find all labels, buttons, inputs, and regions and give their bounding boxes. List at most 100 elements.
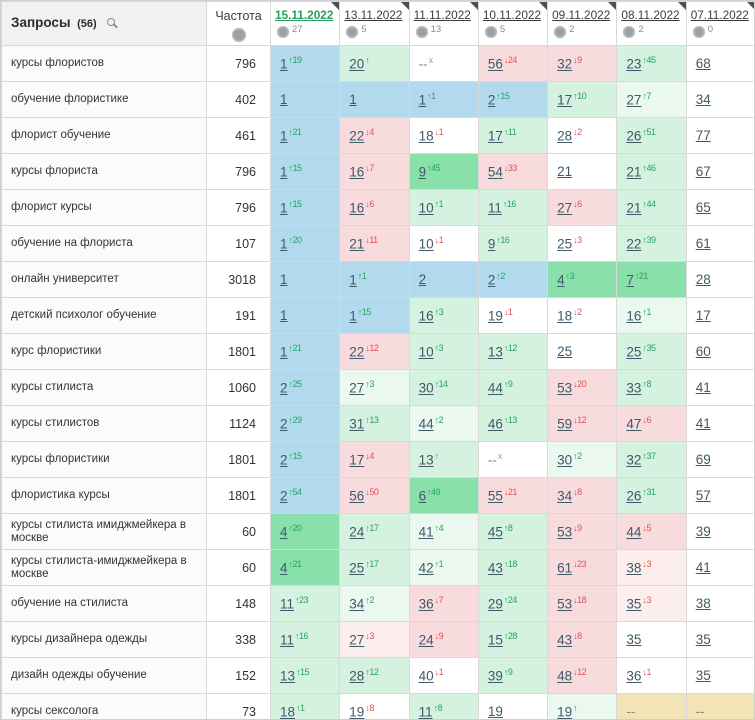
position-cell[interactable]: 11↑16: [269, 621, 341, 658]
position-value[interactable]: 40: [418, 668, 434, 684]
position-value[interactable]: 35: [695, 668, 711, 683]
position-value[interactable]: 47: [626, 416, 642, 432]
position-cell[interactable]: 2↑15: [477, 81, 549, 118]
position-value[interactable]: 32: [626, 452, 642, 468]
position-value[interactable]: 19: [487, 308, 503, 324]
query-cell[interactable]: детский психолог обучение: [1, 297, 207, 334]
position-value[interactable]: 16: [349, 164, 365, 180]
position-value[interactable]: 16: [418, 308, 434, 324]
position-cell[interactable]: 2↑54: [269, 477, 341, 514]
position-value[interactable]: 17: [695, 308, 711, 323]
position-cell[interactable]: 35↓3: [616, 585, 687, 622]
position-cell[interactable]: 60: [685, 333, 754, 370]
position-value[interactable]: 17: [557, 92, 573, 108]
position-value[interactable]: 1: [418, 92, 427, 108]
position-value[interactable]: 4: [280, 560, 288, 576]
position-cell[interactable]: 1↑15: [339, 297, 410, 334]
position-value[interactable]: 1: [280, 128, 288, 144]
position-value[interactable]: 1: [349, 272, 357, 288]
position-cell[interactable]: 28↓2: [547, 117, 618, 154]
position-cell[interactable]: 19: [477, 693, 549, 719]
position-value[interactable]: 55: [487, 488, 503, 504]
position-value[interactable]: 19: [349, 704, 365, 720]
position-value[interactable]: 1: [280, 164, 288, 180]
position-value[interactable]: 25: [557, 344, 573, 359]
position-value[interactable]: 2: [280, 488, 288, 504]
position-value[interactable]: 19: [557, 704, 573, 720]
position-value[interactable]: 1: [280, 200, 288, 216]
position-value[interactable]: 57: [695, 488, 711, 503]
position-cell[interactable]: 2: [408, 261, 479, 298]
position-value[interactable]: 16: [626, 308, 642, 324]
position-cell[interactable]: 53↓20: [547, 369, 618, 406]
column-header-date[interactable]: 09.11.2022 2: [547, 1, 618, 46]
position-value[interactable]: 28: [557, 128, 573, 144]
position-value[interactable]: 23: [626, 56, 642, 72]
position-cell[interactable]: 68: [685, 45, 754, 82]
position-value[interactable]: 18: [280, 704, 296, 720]
position-cell[interactable]: 19↑: [547, 693, 618, 720]
position-value[interactable]: 21: [626, 164, 642, 180]
position-value[interactable]: 21: [626, 200, 642, 216]
position-cell[interactable]: 23↑45: [616, 45, 687, 82]
query-cell[interactable]: флорист обучение: [1, 117, 207, 154]
position-cell[interactable]: 1↑19: [269, 45, 341, 82]
position-value[interactable]: 48: [557, 668, 573, 684]
position-cell[interactable]: 42↑1: [408, 549, 479, 586]
position-cell[interactable]: 1↑1: [339, 261, 410, 298]
position-value[interactable]: 2: [280, 380, 288, 396]
position-value[interactable]: 61: [557, 560, 573, 576]
position-cell[interactable]: 34↓8: [547, 477, 618, 514]
position-cell[interactable]: 56↓24: [477, 45, 549, 82]
query-cell[interactable]: курсы стилистов: [1, 405, 207, 442]
position-cell[interactable]: 24↓9: [408, 621, 479, 658]
position-cell[interactable]: 30↑14: [408, 369, 479, 406]
position-cell[interactable]: 61: [685, 225, 754, 262]
position-cell[interactable]: 53↓9: [547, 513, 618, 550]
position-cell[interactable]: 35: [685, 621, 754, 658]
position-value[interactable]: 41: [695, 560, 711, 575]
position-cell[interactable]: 26↑31: [616, 477, 687, 514]
position-cell[interactable]: 25↓3: [547, 225, 618, 262]
date-link[interactable]: 09.11.2022: [552, 8, 611, 22]
position-cell[interactable]: 67: [685, 153, 754, 190]
position-value[interactable]: 33: [626, 380, 642, 396]
position-cell[interactable]: 18↓2: [547, 297, 618, 334]
position-cell[interactable]: 22↑39: [616, 225, 687, 262]
position-value[interactable]: 44: [418, 416, 434, 432]
position-cell[interactable]: 1: [269, 297, 341, 334]
position-cell[interactable]: 21↓11: [339, 225, 410, 262]
position-value[interactable]: 54: [487, 164, 503, 180]
position-value[interactable]: 1: [280, 344, 288, 360]
position-value[interactable]: 27: [557, 200, 573, 216]
position-cell[interactable]: 19↓1: [477, 297, 549, 334]
position-value[interactable]: 34: [557, 488, 573, 504]
column-header-date[interactable]: 10.11.2022 5: [477, 1, 549, 46]
position-value[interactable]: 25: [626, 344, 642, 360]
position-cell[interactable]: 65: [685, 189, 754, 226]
position-value[interactable]: 17: [487, 128, 503, 144]
position-cell[interactable]: 25↑17: [339, 549, 410, 586]
position-cell[interactable]: 2↑25: [269, 369, 341, 406]
position-value[interactable]: 2: [280, 416, 288, 432]
position-cell[interactable]: 25↑35: [616, 333, 687, 370]
query-cell[interactable]: курсы стилиста имиджмейкера в москве: [1, 513, 207, 550]
position-value[interactable]: 28: [349, 668, 365, 684]
position-cell[interactable]: 48↓12: [547, 657, 618, 694]
position-value[interactable]: 1: [349, 92, 357, 107]
position-cell[interactable]: 1: [339, 81, 410, 118]
position-value[interactable]: 13: [280, 668, 296, 684]
position-value[interactable]: 10: [418, 344, 434, 360]
position-value[interactable]: 36: [626, 668, 642, 684]
position-value[interactable]: 2: [487, 92, 496, 108]
position-cell[interactable]: --: [685, 693, 754, 719]
position-cell[interactable]: 34: [685, 81, 754, 118]
position-value[interactable]: 45: [487, 524, 503, 540]
position-value[interactable]: 44: [626, 524, 642, 540]
position-cell[interactable]: 36↓7: [408, 585, 479, 622]
query-cell[interactable]: курсы флористов: [1, 45, 207, 82]
column-header-date[interactable]: 13.11.2022 5: [339, 1, 410, 46]
position-cell[interactable]: 10↑3: [408, 333, 479, 370]
position-cell[interactable]: 39↑9: [477, 657, 549, 694]
column-menu-corner-icon[interactable]: [331, 2, 339, 10]
